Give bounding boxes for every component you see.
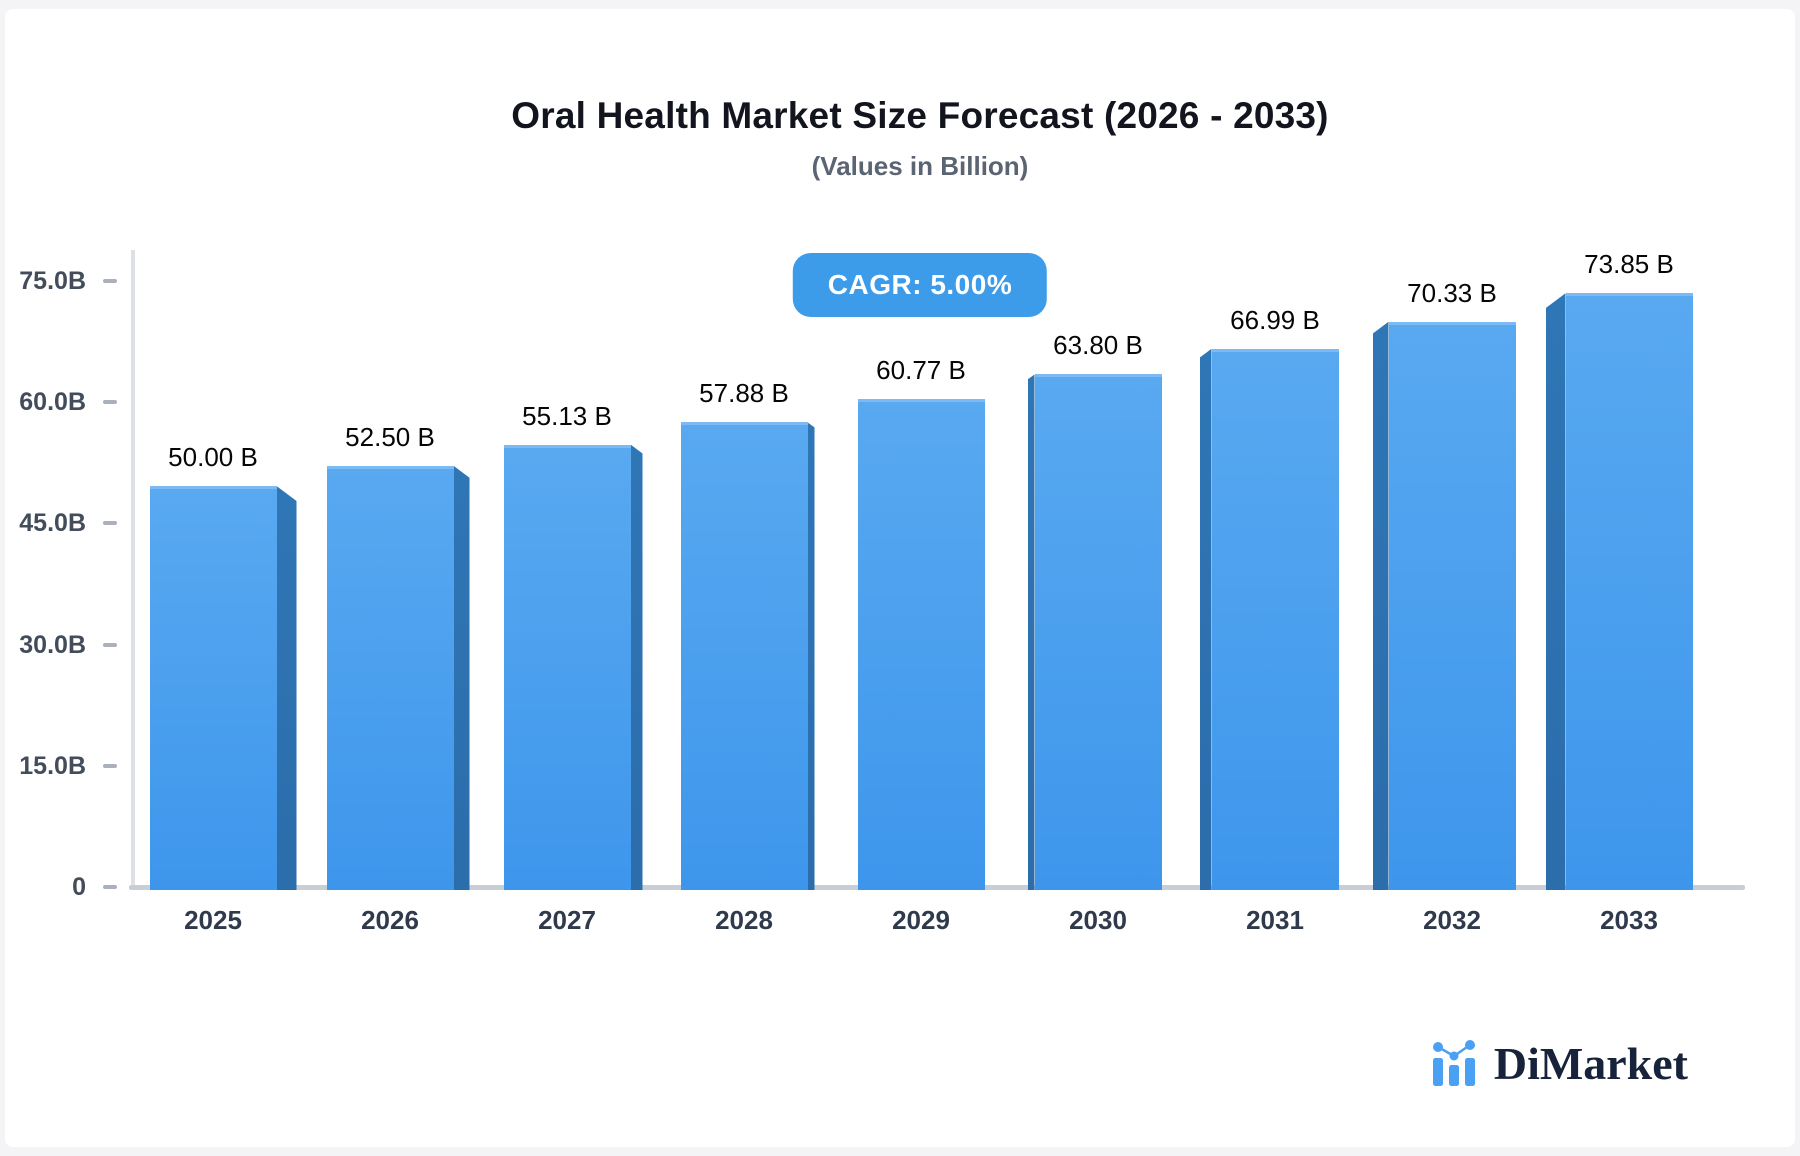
y-tick-mark bbox=[103, 521, 117, 526]
y-tick-mark bbox=[103, 763, 117, 768]
bar-2030[interactable] bbox=[1034, 374, 1162, 890]
y-tick-mark bbox=[103, 885, 117, 889]
bar-value-label-2027: 55.13 B bbox=[522, 400, 612, 431]
bar-value-label-2029: 60.77 B bbox=[876, 354, 966, 385]
x-axis-label-2026: 2026 bbox=[361, 905, 419, 935]
y-tick-mark bbox=[103, 400, 117, 405]
bar-2028[interactable] bbox=[680, 422, 808, 890]
bar-2025[interactable] bbox=[149, 486, 277, 890]
brand-logo: DiMarket bbox=[1428, 1036, 1688, 1092]
bar-value-label-2026: 52.50 B bbox=[345, 421, 435, 452]
bar-side-2031 bbox=[1199, 348, 1212, 890]
mini-bar-chart-icon bbox=[1432, 1040, 1475, 1086]
bar-side-2033 bbox=[1545, 293, 1566, 890]
bar-value-label-2031: 66.99 B bbox=[1230, 304, 1320, 335]
x-axis-label-2032: 2032 bbox=[1423, 905, 1481, 935]
y-tick-label: 45.0B bbox=[19, 509, 86, 538]
y-tick-label: 15.0B bbox=[19, 751, 86, 780]
bar-side-2032 bbox=[1372, 321, 1389, 890]
chart-header: Oral Health Market Size Forecast (2026 -… bbox=[170, 94, 1670, 182]
bar-value-label-2033: 73.85 B bbox=[1584, 249, 1674, 280]
y-tick-mark bbox=[103, 642, 117, 647]
bar-2027[interactable] bbox=[503, 444, 631, 890]
y-tick-mark bbox=[103, 279, 117, 283]
bar-value-label-2025: 50.00 B bbox=[168, 442, 258, 472]
x-axis-label-2031: 2031 bbox=[1246, 905, 1304, 935]
x-axis-label-2025: 2025 bbox=[184, 905, 242, 935]
x-axis-label-2029: 2029 bbox=[892, 905, 950, 935]
bar-side-2030 bbox=[1027, 374, 1035, 890]
bar-side-2026 bbox=[453, 465, 470, 890]
x-axis-label-2027: 2027 bbox=[538, 905, 596, 935]
bar-2031[interactable] bbox=[1211, 348, 1339, 890]
y-tick-label: 30.0B bbox=[19, 630, 86, 659]
y-tick-label: 0 bbox=[72, 873, 86, 901]
y-tick-label: 75.0B bbox=[19, 267, 86, 295]
page-subtitle: (Values in Billion) bbox=[811, 151, 1029, 181]
bar-value-label-2030: 63.80 B bbox=[1053, 330, 1143, 361]
bar-value-label-2028: 57.88 B bbox=[699, 378, 789, 409]
bar-2032[interactable] bbox=[1388, 321, 1516, 890]
y-tick-label: 60.0B bbox=[19, 388, 86, 417]
bar-side-2025 bbox=[276, 486, 297, 890]
bar-side-2027 bbox=[630, 444, 643, 890]
y-axis-line bbox=[131, 250, 135, 890]
x-axis-label-2030: 2030 bbox=[1069, 905, 1127, 935]
bar-2033[interactable] bbox=[1565, 293, 1693, 890]
brand-logo-text: DiMarket bbox=[1493, 1038, 1688, 1089]
page-title: Oral Health Market Size Forecast (2026 -… bbox=[511, 95, 1329, 136]
x-axis-label-2033: 2033 bbox=[1600, 905, 1658, 935]
bar-side-2028 bbox=[807, 422, 815, 890]
x-axis-label-2028: 2028 bbox=[715, 905, 773, 935]
bar-2029[interactable] bbox=[857, 398, 985, 890]
bar-2026[interactable] bbox=[326, 465, 454, 890]
bar-value-label-2032: 70.33 B bbox=[1407, 277, 1497, 308]
cagr-badge: CAGR: 5.00% bbox=[792, 253, 1048, 317]
